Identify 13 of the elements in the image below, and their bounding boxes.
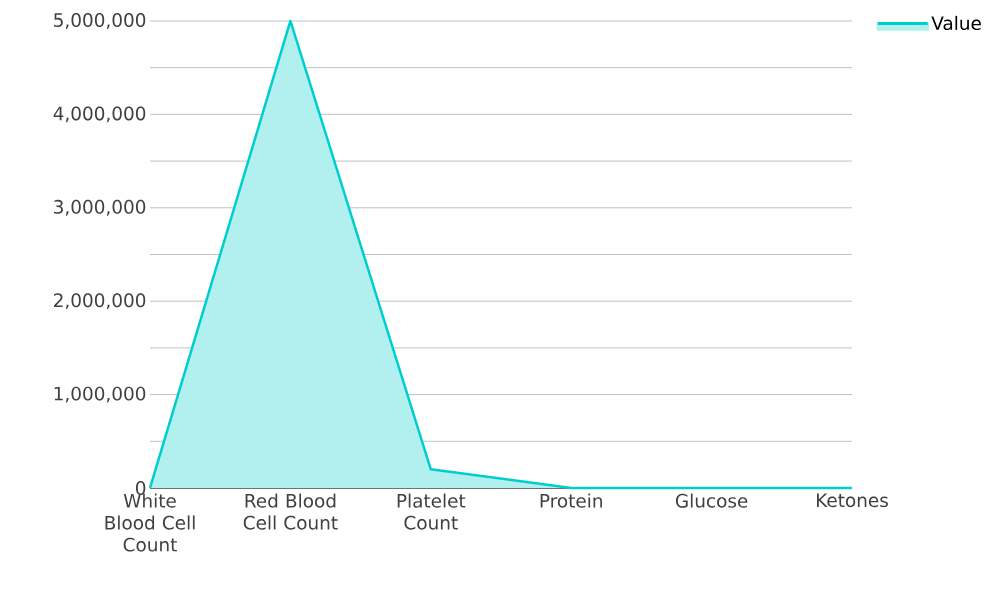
y-tick-label: 3,000,000: [54, 199, 146, 216]
x-tick-label: White Blood Cell Count: [105, 493, 195, 552]
x-tick-label: Protein: [540, 493, 602, 508]
y-tick-label: 4,000,000: [53, 106, 146, 123]
x-tick-label: Glucose: [675, 493, 748, 508]
x-tick-label: Ketones: [817, 493, 888, 508]
legend-label: Value: [931, 15, 981, 31]
x-tick-label: Platelet Count: [397, 493, 466, 530]
y-tick-label: 0: [135, 481, 146, 495]
y-tick-label: 1,000,000: [54, 386, 146, 403]
y-tick-label: 5,000,000: [54, 13, 146, 29]
x-tick-label: Red Blood Cell Count: [243, 493, 338, 530]
y-tick-label: 2,000,000: [54, 293, 146, 310]
